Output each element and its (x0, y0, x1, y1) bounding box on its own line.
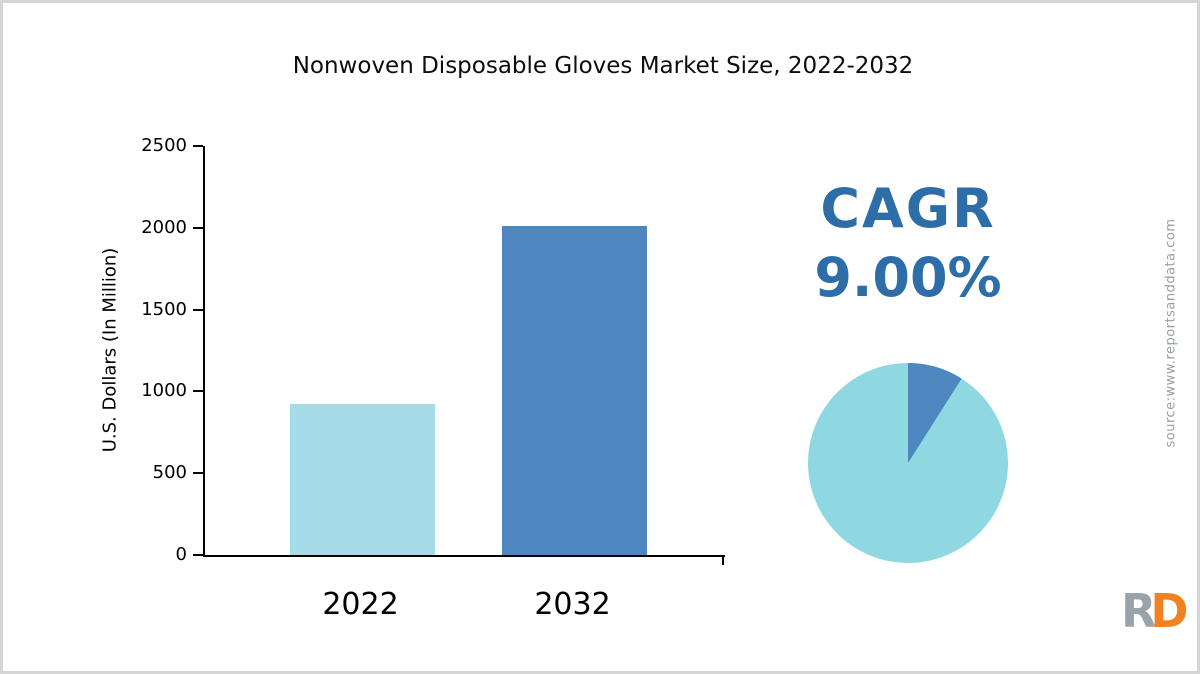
bar-chart-plot-area (203, 146, 725, 557)
y-axis-tick (193, 390, 203, 393)
y-axis-tick (193, 145, 203, 147)
x-axis-label-2032: 2032 (534, 587, 611, 622)
x-axis-label-2022: 2022 (322, 587, 399, 622)
x-axis-end-tick (722, 557, 724, 565)
chart-title: Nonwoven Disposable Gloves Market Size, … (292, 53, 914, 79)
y-axis-tick-label: 0 (175, 544, 187, 565)
y-axis-tick-label: 1500 (141, 298, 187, 320)
bar-2032 (502, 226, 647, 555)
y-axis-tick (193, 226, 203, 229)
cagr-label: CAGR (820, 177, 996, 240)
y-axis-tick-label: 2500 (141, 135, 187, 156)
cagr-value: 9.00% (814, 245, 1002, 309)
brand-logo: RD (1121, 586, 1197, 638)
y-axis-tick-label: 1000 (141, 380, 187, 402)
y-axis-title: U.S. Dollars (In Million) (99, 247, 121, 453)
y-axis-tick-label: 2000 (141, 216, 187, 238)
pie-cagr-slice (908, 363, 962, 463)
y-axis-tick (193, 308, 203, 311)
pie-chart-svg (808, 363, 1008, 563)
pie-chart (798, 353, 1018, 573)
bar-2022 (290, 403, 435, 555)
logo-letter-r: R (1121, 586, 1157, 638)
source-attribution: source:www.reportsanddata.com (1163, 218, 1179, 448)
y-axis-tick-label: 500 (152, 462, 187, 484)
logo-letter-d: D (1150, 586, 1189, 638)
y-axis-tick (193, 472, 203, 475)
cagr-block: CAGR 9.00% (758, 177, 1058, 309)
y-axis-tick (193, 554, 203, 556)
